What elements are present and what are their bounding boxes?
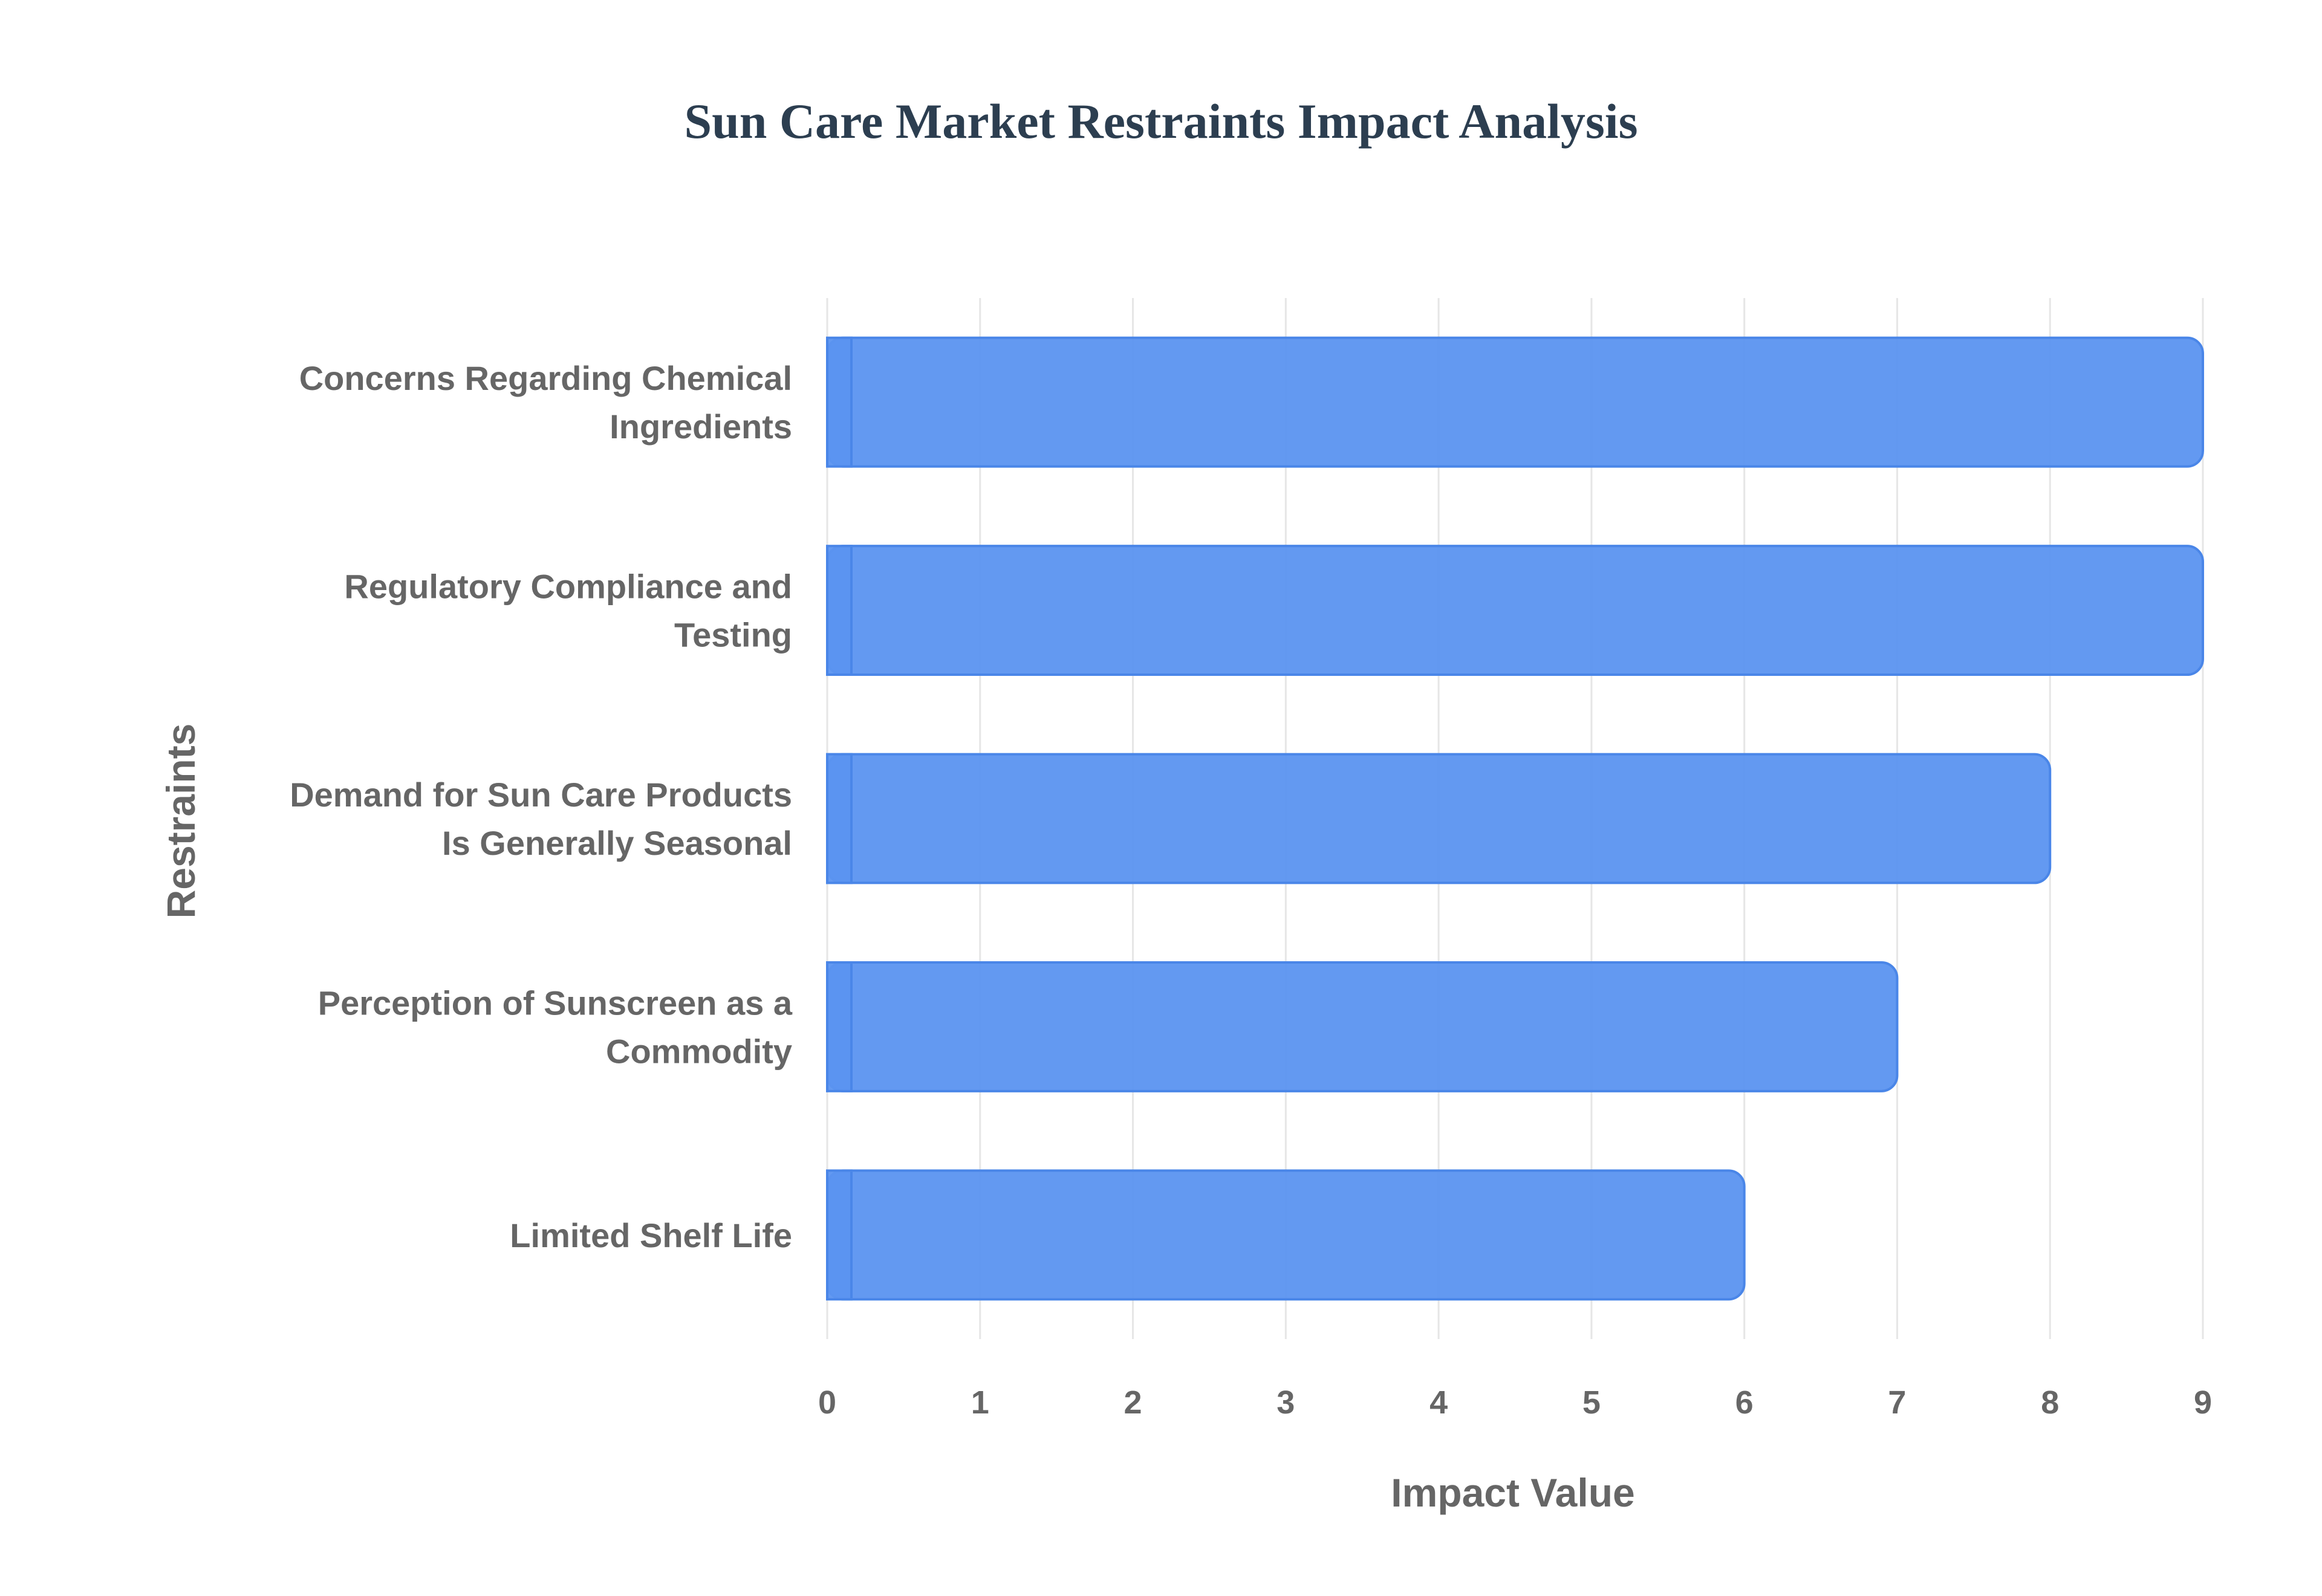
x-tick-label-5: 5 [1582,1384,1601,1421]
category-labels: Concerns Regarding Chemical Ingredients Re… [290,359,793,1254]
bars [826,336,2204,1301]
x-tick-label-6: 6 [1735,1384,1754,1421]
bar-1 [826,336,2204,468]
bar-3 [826,753,2052,884]
category-label-1: Concerns Regarding Chemical Ingredients [299,359,792,446]
bar-4-base [826,961,853,1092]
category-label-5: Limited Shelf Life [510,1216,792,1254]
bar-1-base [826,336,853,468]
category-label-5-line-1: Limited Shelf Life [510,1216,792,1254]
category-label-1-line-2: Ingredients [610,407,792,446]
category-label-2-line-2: Testing [674,616,792,654]
x-tick-label-1: 1 [971,1384,989,1421]
x-tick-label-4: 4 [1429,1384,1448,1421]
chart-title: Sun Care Market Restraints Impact Analys… [685,94,1638,149]
bar-5 [826,1169,1746,1301]
category-label-4-line-2: Commodity [606,1032,792,1070]
bar-5-base [826,1169,853,1301]
category-label-4: Perception of Sunscreen as a Commodity [318,984,793,1070]
bar-2-base [826,545,853,676]
category-label-1-line-1: Concerns Regarding Chemical [299,359,792,397]
bar-2 [826,545,2204,676]
x-tick-labels: 0 1 2 3 4 5 6 7 8 9 [818,1384,2212,1421]
category-label-2-line-1: Regulatory Compliance and [344,568,792,606]
x-tick-label-8: 8 [2041,1384,2059,1421]
category-label-3-line-2: Is Generally Seasonal [442,824,792,862]
bar-3-base [826,753,853,884]
x-tick-label-9: 9 [2194,1384,2212,1421]
category-label-3-line-1: Demand for Sun Care Products [290,776,792,814]
x-tick-label-3: 3 [1276,1384,1295,1421]
x-tick-label-7: 7 [1888,1384,1906,1421]
category-label-3: Demand for Sun Care Products Is Generally… [290,776,792,862]
bar-4 [826,961,1899,1092]
category-label-2: Regulatory Compliance and Testing [344,568,792,654]
y-axis-title: Restraints [158,724,203,919]
x-tick-label-0: 0 [818,1384,836,1421]
x-tick-label-2: 2 [1124,1384,1142,1421]
x-axis-title: Impact Value [1391,1470,1635,1515]
category-label-4-line-1: Perception of Sunscreen as a [318,984,793,1022]
